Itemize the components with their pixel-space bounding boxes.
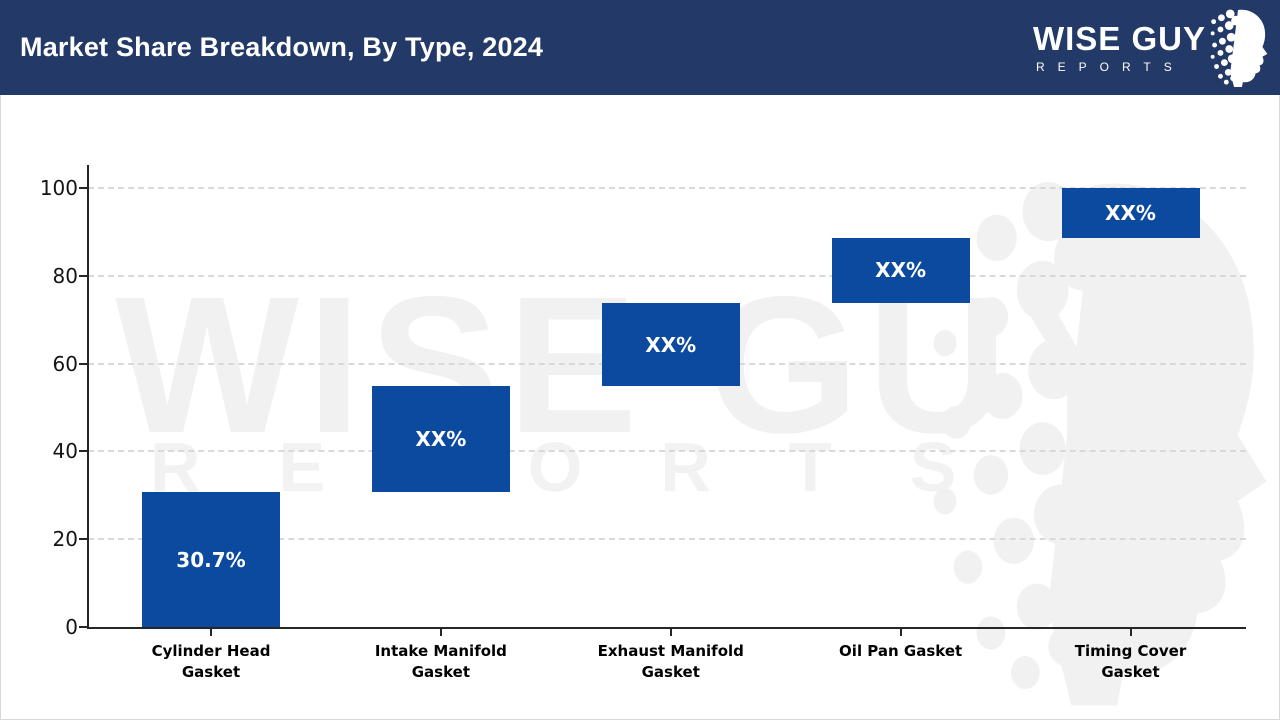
- y-tick-mark: [79, 538, 87, 541]
- y-tick-mark: [79, 626, 87, 628]
- y-tick-label: 100: [39, 176, 78, 200]
- x-tick-mark: [210, 629, 212, 636]
- y-tick-label: 20: [52, 527, 78, 552]
- gridline: [88, 187, 1246, 189]
- x-tick-mark: [899, 629, 902, 636]
- bar-segment: [601, 303, 740, 386]
- x-category-label: Exhaust Manifold Gasket: [597, 642, 744, 681]
- x-category-label: Timing Cover Gasket: [1074, 642, 1187, 681]
- y-axis-line: [87, 165, 89, 629]
- y-tick-label: 60: [52, 351, 78, 376]
- gridline: [88, 274, 1246, 277]
- y-tick-label: 40: [52, 439, 78, 464]
- wiseguy-reports-text: REPORTS: [1035, 59, 1185, 74]
- bar-segment: [371, 385, 510, 493]
- x-tick-mark: [1129, 629, 1132, 636]
- bar-value-label: XX%: [645, 332, 697, 357]
- y-tick-mark: [79, 274, 87, 277]
- bar-value-label: XX%: [415, 427, 467, 452]
- bar-segment: [142, 492, 280, 627]
- bar-value-label: 30.7%: [176, 547, 246, 572]
- y-tick-mark: [79, 450, 87, 453]
- x-axis-line: [87, 627, 1246, 629]
- bar-segment: [1061, 188, 1200, 238]
- header-bar: Market Share Breakdown, By Type, 2024 WI…: [0, 0, 1280, 95]
- gridline: [88, 538, 1246, 541]
- bar-value-label: XX%: [875, 258, 927, 283]
- y-tick-mark: [79, 362, 87, 365]
- y-tick-label: 80: [52, 263, 78, 288]
- wiseguy-logo-text: WISE GUY REPORTS: [1033, 22, 1206, 74]
- bar-value-label: XX%: [1105, 200, 1156, 225]
- wiseguy-wordmark: WISE GUY: [1032, 19, 1206, 57]
- gridline: [88, 450, 1246, 453]
- wiseguy-logo: WISE GUY REPORTS: [1033, 3, 1270, 92]
- x-tick-mark: [439, 629, 442, 636]
- page-title: Market Share Breakdown, By Type, 2024: [20, 32, 544, 62]
- x-category-label: Oil Pan Gasket: [839, 642, 963, 660]
- bar-segment: [831, 237, 970, 303]
- x-category-label: Intake Manifold Gasket: [374, 642, 507, 681]
- x-category-label: Cylinder Head Gasket: [151, 642, 271, 681]
- y-tick-mark: [79, 187, 87, 189]
- wiseguy-head-icon: [1210, 8, 1268, 87]
- chart-plot-area: 0 20 40 60 80 100 30.7% Cylinder Head Gasket XX%…: [0, 95, 1280, 720]
- y-tick-label: 0: [65, 615, 78, 639]
- watermark-reports-text: REPORTS: [150, 428, 1035, 506]
- x-tick-mark: [669, 629, 672, 636]
